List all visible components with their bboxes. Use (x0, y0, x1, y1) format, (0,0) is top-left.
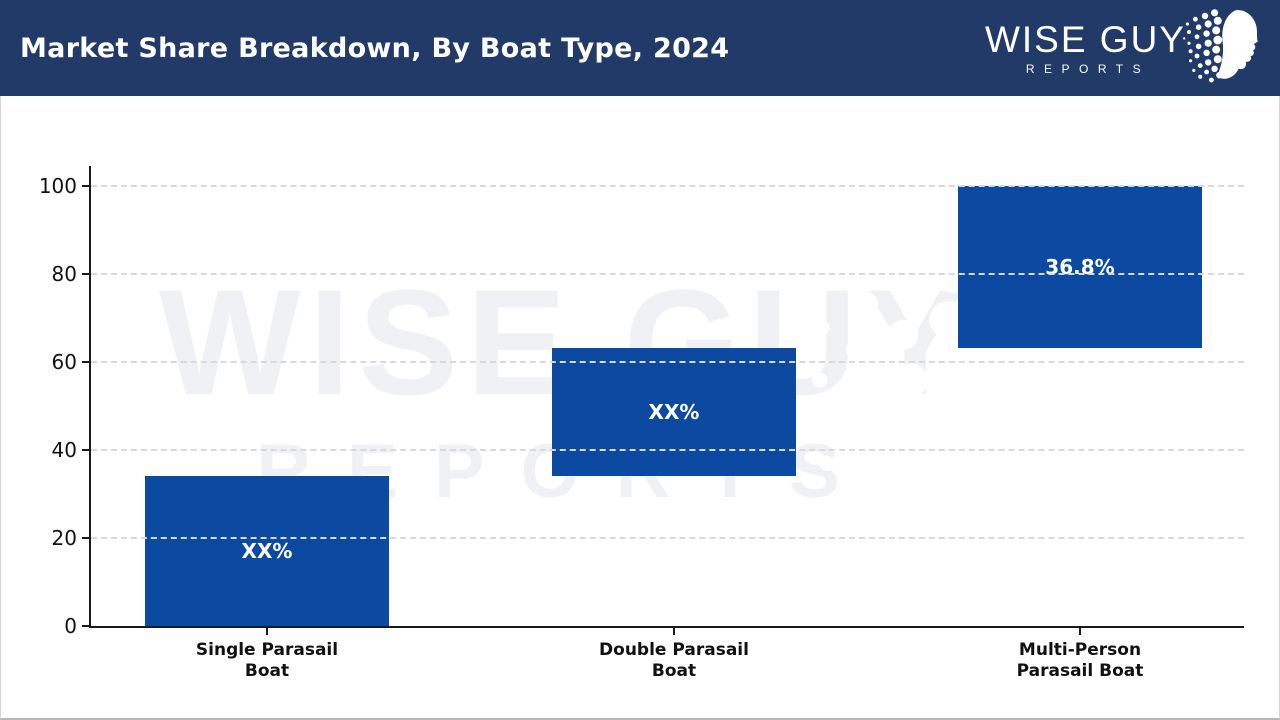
gridline (91, 537, 1244, 539)
bar-value-label: 36.8% (1045, 254, 1115, 279)
gridline (91, 361, 1244, 363)
x-category-label: Single Parasail Boat (195, 640, 339, 682)
logo: WISE GUY REPORTS (985, 8, 1262, 88)
bar-value-label: XX% (241, 539, 293, 564)
y-tick-label: 80 (51, 262, 77, 286)
y-tick (82, 185, 89, 187)
gridline (91, 273, 1244, 275)
bar: XX% (145, 476, 389, 626)
y-tick-label: 20 (51, 526, 77, 550)
y-tick-label: 0 (64, 614, 77, 638)
y-tick (82, 625, 89, 627)
header: Market Share Breakdown, By Boat Type, 20… (0, 0, 1280, 96)
y-tick (82, 449, 89, 451)
logo-wordmark-line1: WISE GUY (984, 18, 1186, 60)
x-category-label: Double Parasail Boat (599, 640, 749, 682)
logo-wordmark-line2: REPORTS (1025, 61, 1151, 76)
x-tick (1079, 628, 1081, 635)
x-category-label: Multi-Person Parasail Boat (1016, 640, 1144, 682)
y-tick (82, 537, 89, 539)
y-tick-label: 60 (51, 350, 77, 374)
bar-value-label: XX% (648, 400, 700, 425)
gridline (91, 185, 1244, 187)
logo-face-icon (1183, 9, 1258, 83)
x-tick (673, 628, 675, 635)
y-tick (82, 273, 89, 275)
bar: XX% (552, 347, 796, 477)
page-title: Market Share Breakdown, By Boat Type, 20… (20, 32, 730, 64)
y-tick (82, 361, 89, 363)
logo-wordmark: WISE GUY REPORTS (985, 21, 1186, 76)
y-tick-label: 40 (51, 438, 77, 462)
y-tick-label: 100 (38, 174, 77, 198)
bar: 36.8% (958, 186, 1202, 348)
plot-area: 0 20 40 60 80 100 XX% Single Parasail Boat XX% Do… (39, 166, 1244, 681)
gridline (91, 449, 1244, 451)
x-tick (266, 628, 268, 635)
